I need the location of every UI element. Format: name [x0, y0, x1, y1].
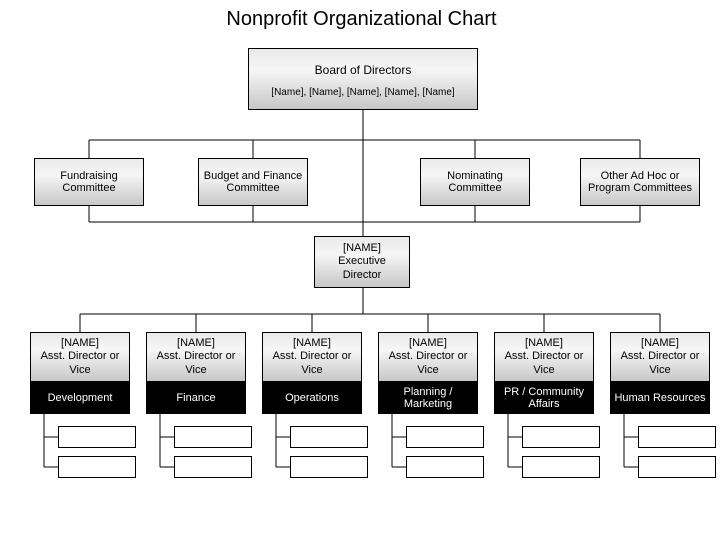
- dept-name: [NAME]: [495, 337, 593, 350]
- dept-role: Asst. Director or Vice: [495, 350, 593, 376]
- dept-label: Human Resources: [610, 382, 710, 414]
- exec-role-1: Executive: [315, 255, 409, 268]
- dept-head: [NAME]Asst. Director or Vice: [146, 332, 246, 382]
- dept-head: [NAME]Asst. Director or Vice: [30, 332, 130, 382]
- committee-label: Budget and Finance Committee: [199, 170, 307, 194]
- dept-sub-box: [58, 456, 136, 478]
- committee-label: Nominating Committee: [421, 170, 529, 194]
- dept-sub-box: [638, 456, 716, 478]
- dept-sub-box: [290, 456, 368, 478]
- board-names: [Name], [Name], [Name], [Name], [Name]: [249, 87, 477, 98]
- committee-label: Other Ad Hoc or Program Committees: [581, 170, 699, 194]
- exec-role-2: Director: [315, 269, 409, 282]
- dept-sub-box: [522, 426, 600, 448]
- dept-label: Finance: [146, 382, 246, 414]
- dept-sub-box: [406, 456, 484, 478]
- dept-sub-box: [174, 426, 252, 448]
- dept-sub-box: [406, 426, 484, 448]
- dept-head: [NAME]Asst. Director or Vice: [262, 332, 362, 382]
- exec-name: [NAME]: [315, 242, 409, 255]
- committee-adhoc: Other Ad Hoc or Program Committees: [580, 158, 700, 206]
- dept-sub-box: [174, 456, 252, 478]
- dept-role: Asst. Director or Vice: [611, 350, 709, 376]
- dept-label: Planning / Marketing: [378, 382, 478, 414]
- dept-sub-box: [290, 426, 368, 448]
- committee-budget-finance: Budget and Finance Committee: [198, 158, 308, 206]
- dept-label: Development: [30, 382, 130, 414]
- dept-role: Asst. Director or Vice: [379, 350, 477, 376]
- dept-name: [NAME]: [31, 337, 129, 350]
- dept-label-text: Operations: [263, 392, 361, 404]
- dept-label-text: Planning / Marketing: [379, 386, 477, 410]
- dept-label: Operations: [262, 382, 362, 414]
- committee-label: Fundraising Committee: [35, 170, 143, 194]
- dept-role: Asst. Director or Vice: [263, 350, 361, 376]
- committee-fundraising: Fundraising Committee: [34, 158, 144, 206]
- dept-sub-box: [638, 426, 716, 448]
- chart-title: Nonprofit Organizational Chart: [0, 0, 723, 31]
- dept-role: Asst. Director or Vice: [147, 350, 245, 376]
- executive-director-node: [NAME] Executive Director: [314, 236, 410, 288]
- board-title: Board of Directors: [249, 61, 477, 77]
- dept-name: [NAME]: [379, 337, 477, 350]
- dept-label-text: PR / Community Affairs: [495, 386, 593, 410]
- dept-sub-box: [522, 456, 600, 478]
- board-node: Board of Directors [Name], [Name], [Name…: [248, 48, 478, 110]
- dept-sub-box: [58, 426, 136, 448]
- dept-name: [NAME]: [147, 337, 245, 350]
- dept-role: Asst. Director or Vice: [31, 350, 129, 376]
- dept-name: [NAME]: [611, 337, 709, 350]
- committee-nominating: Nominating Committee: [420, 158, 530, 206]
- dept-head: [NAME]Asst. Director or Vice: [378, 332, 478, 382]
- dept-label-text: Finance: [147, 392, 245, 404]
- dept-name: [NAME]: [263, 337, 361, 350]
- dept-head: [NAME]Asst. Director or Vice: [494, 332, 594, 382]
- dept-head: [NAME]Asst. Director or Vice: [610, 332, 710, 382]
- dept-label: PR / Community Affairs: [494, 382, 594, 414]
- dept-label-text: Human Resources: [611, 392, 709, 404]
- dept-label-text: Development: [31, 392, 129, 404]
